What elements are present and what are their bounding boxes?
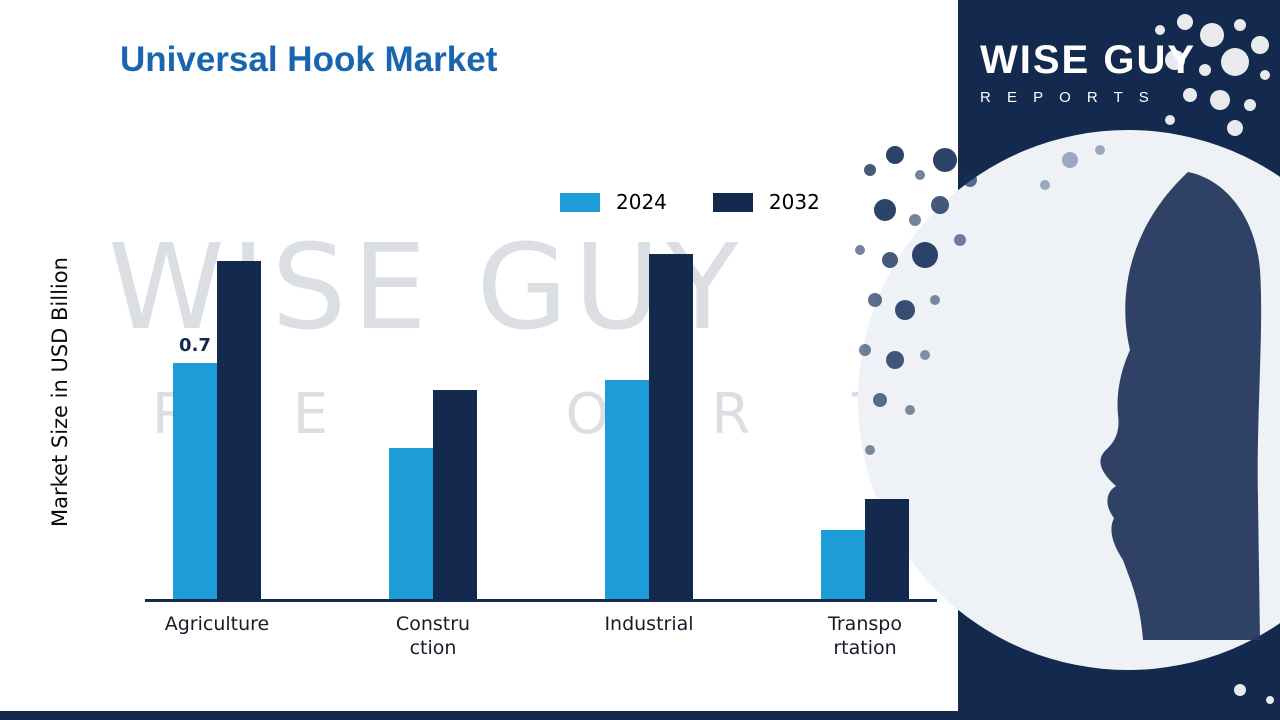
legend-item-2024: 2024 [560, 190, 667, 214]
bars-industrial [583, 225, 715, 601]
bar-2032-industrial [649, 254, 693, 601]
legend: 2024 2032 [560, 190, 820, 214]
y-axis-label: Market Size in USD Billion [48, 257, 72, 528]
bar-chart: 0.7 Agriculture Constru ction Industrial Tran… [145, 225, 937, 695]
legend-swatch-2032 [712, 192, 753, 212]
bar-group-industrial: Industrial [583, 225, 715, 695]
legend-swatch-2024 [560, 192, 600, 212]
bar-2024-agriculture: 0.7 [173, 335, 217, 601]
logo: WISE GUY R E P O R T S [980, 38, 1196, 106]
bar-group-agriculture: 0.7 Agriculture [151, 225, 283, 695]
bar-2032-construction [433, 390, 477, 601]
bar-2024-industrial [605, 380, 649, 601]
bars-agriculture: 0.7 [151, 225, 283, 601]
bar-2024-transportation [821, 530, 865, 601]
bar-2032-transportation [865, 499, 909, 601]
category-label-construction: Constru ction [395, 613, 471, 659]
category-label-industrial: Industrial [604, 613, 694, 635]
bar-2032-agriculture [217, 261, 261, 601]
x-axis-line [145, 599, 937, 602]
legend-item-2032: 2032 [712, 190, 820, 214]
category-label-transportation: Transpo rtation [828, 613, 902, 659]
bar-group-transportation: Transpo rtation [799, 225, 931, 695]
decorative-dots [855, 14, 1274, 704]
bar-value-label: 0.7 [179, 335, 211, 356]
legend-label-2024: 2024 [616, 190, 667, 214]
bar-group-construction: Constru ction [367, 225, 499, 695]
logo-subtitle: R E P O R T S [980, 89, 1155, 106]
bar-2024-construction [389, 448, 433, 601]
watermark-line1: WISE GUY [108, 218, 745, 356]
page-title: Universal Hook Market [120, 40, 498, 79]
bars-transportation [799, 225, 931, 601]
logo-title: WISE GUY [980, 38, 1197, 82]
category-label-agriculture: Agriculture [164, 613, 270, 635]
face-profile-icon [1100, 172, 1262, 640]
bar-groups: 0.7 Agriculture Constru ction Industrial Tran… [145, 225, 937, 695]
bars-construction [367, 225, 499, 601]
legend-label-2032: 2032 [768, 190, 820, 214]
bottom-bar [0, 711, 1280, 720]
